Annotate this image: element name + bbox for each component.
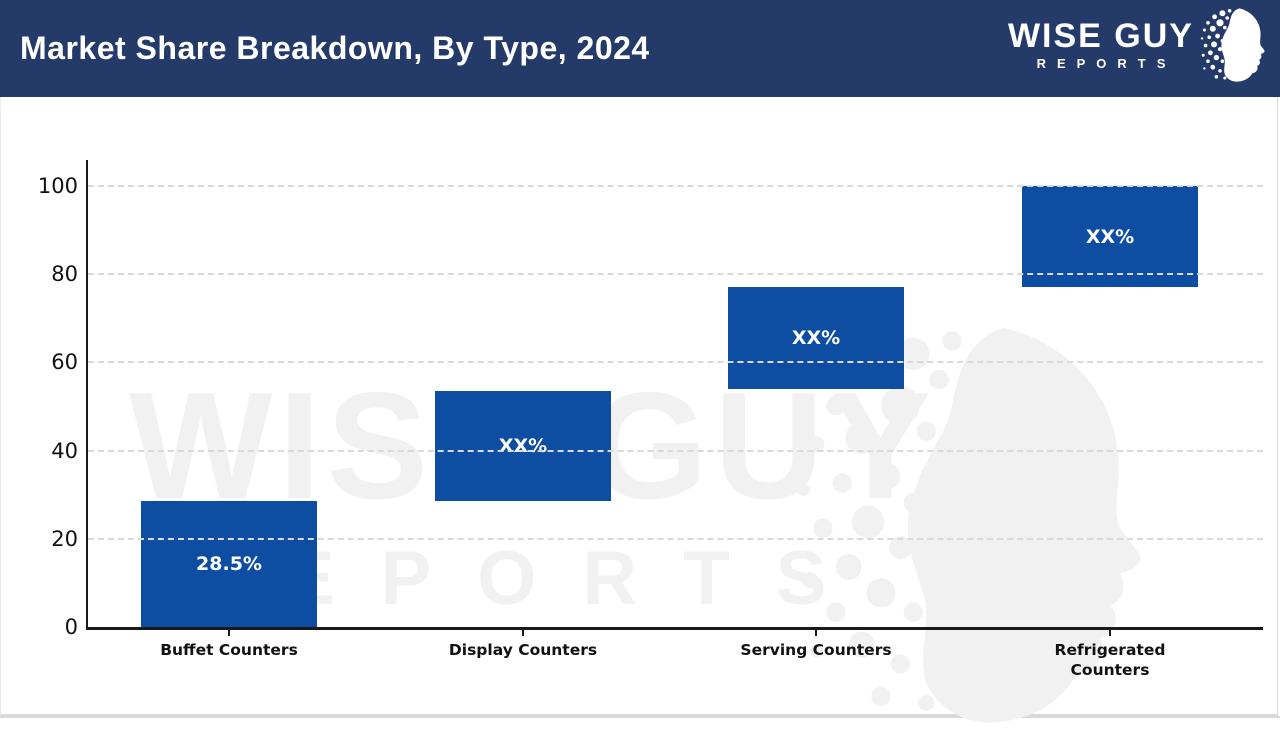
gridline (88, 537, 1263, 540)
bar: XX% (435, 391, 611, 502)
x-tick-mark (522, 630, 524, 636)
gridline (88, 185, 1263, 187)
bar: 28.5% (141, 501, 317, 627)
bar-value-label: XX% (1085, 225, 1135, 248)
wiseguy-logo: WISE GUY REPORTS (1008, 6, 1268, 84)
bar-value-label: 28.5% (196, 553, 262, 576)
x-category-label: Serving Counters (740, 641, 892, 659)
x-axis-line (86, 627, 1263, 630)
y-axis-line (86, 160, 88, 627)
wiseguy-face-icon (1200, 8, 1265, 82)
bar: XX% (1022, 186, 1198, 288)
y-tick-label: 20 (51, 526, 78, 551)
x-tick-mark (1109, 630, 1111, 636)
bar-value-label: XX% (498, 435, 548, 458)
x-category-label: Buffet Counters (160, 641, 298, 659)
bar-value-label: XX% (791, 327, 841, 350)
y-tick-label: 0 (64, 615, 78, 639)
gridline (88, 449, 1263, 452)
x-tick-mark (815, 630, 817, 636)
y-tick-label: 60 (51, 350, 78, 375)
y-tick-label: 100 (37, 174, 78, 198)
x-category-label: Display Counters (448, 641, 598, 659)
logo-text: WISE GUY REPORTS (1007, 16, 1194, 72)
gridline (88, 273, 1263, 276)
y-tick-label: 40 (51, 438, 78, 463)
x-category-label: Refrigerated Counters (1054, 641, 1166, 680)
gridline (88, 361, 1263, 364)
bottom-border (0, 716, 1280, 718)
bar: XX% (728, 287, 904, 389)
x-tick-mark (228, 630, 230, 636)
logo-wordmark: WISE GUY (1007, 16, 1194, 55)
header-bar: Market Share Breakdown, By Type, 2024 WI… (0, 0, 1280, 97)
y-tick-label: 80 (51, 262, 78, 287)
page-title: Market Share Breakdown, By Type, 2024 (20, 30, 650, 66)
logo-subtitle: REPORTS (1036, 56, 1177, 72)
